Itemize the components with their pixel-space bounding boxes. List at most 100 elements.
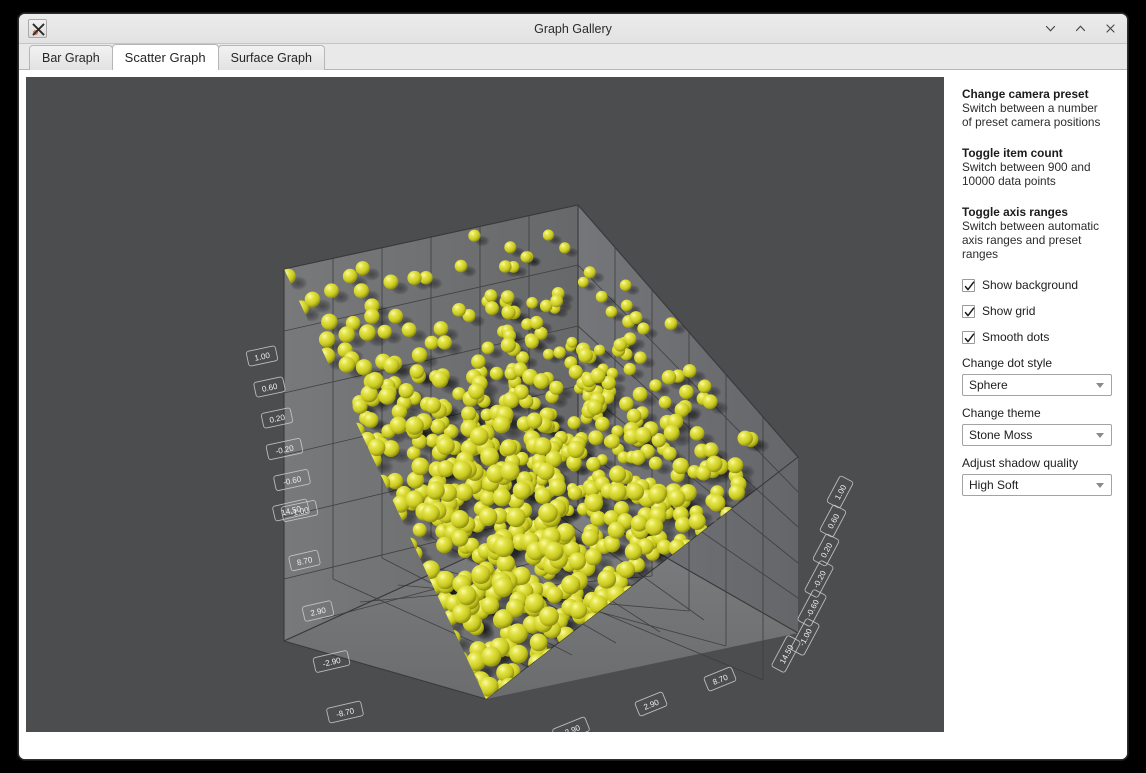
scatter-dot (388, 308, 404, 324)
scatter-3d-plot[interactable]: 1.00 0.60 0.20 -0.20 -0.60 -1.00 1.00 0.60 0.20… (26, 77, 944, 732)
scatter-dot (648, 485, 667, 504)
scatter-dot (437, 335, 453, 350)
scatter-dot (424, 335, 439, 350)
scatter-dot (481, 646, 502, 667)
scatter-dot (492, 415, 511, 434)
scatter-dot (623, 362, 636, 376)
scatter-dot (566, 336, 578, 348)
scatter-dot (462, 309, 476, 323)
scatter-dot (649, 379, 662, 392)
scatter-dot (405, 416, 424, 435)
scatter-dot (601, 375, 616, 391)
checkmark-icon[interactable] (962, 278, 975, 292)
scatter-dot (708, 494, 726, 512)
scatter-dot (702, 394, 718, 410)
tab-surface-graph[interactable]: Surface Graph (217, 45, 325, 70)
scatter-dot (431, 371, 449, 388)
scatter-dot (539, 299, 553, 313)
select-theme[interactable]: Stone Moss (962, 424, 1112, 446)
scatter-dot (493, 609, 513, 629)
select-dot-style[interactable]: Sphere (962, 374, 1112, 396)
scatter-dot (584, 548, 602, 566)
scatter-dot (489, 366, 504, 381)
label-change-theme: Change theme (962, 406, 1041, 420)
scatter-dot (506, 507, 526, 528)
scatter-dot (695, 465, 712, 481)
scatter-dot (368, 438, 386, 457)
application-window: Graph Gallery Bar Graph Scatter Graph Su… (18, 13, 1128, 760)
scatter-dot (542, 229, 555, 241)
scatter-dot (544, 541, 564, 561)
scatter-dot (471, 354, 486, 369)
tab-bar-graph[interactable]: Bar Graph (29, 45, 113, 70)
checkbox-show-background[interactable]: Show background (962, 278, 1120, 292)
select-shadow-quality-value: High Soft (969, 478, 1019, 492)
scatter-dot (359, 324, 376, 341)
scatter-dot (366, 372, 384, 390)
checkmark-icon[interactable] (962, 304, 975, 318)
scatter-dot (581, 529, 599, 547)
z-axis-tick-labels: 14.508.702.90-2.90-8.70-14.50 (272, 498, 364, 724)
scatter-dot (470, 427, 489, 446)
scatter-dot (626, 408, 642, 424)
minimize-button[interactable] (1043, 22, 1057, 36)
scatter-dot (603, 536, 621, 553)
scatter-dot (705, 455, 723, 473)
scatter-dot (452, 604, 472, 624)
scatter-dot (321, 313, 338, 330)
scatter-dot (526, 297, 538, 309)
tab-scatter-graph[interactable]: Scatter Graph (111, 44, 219, 70)
close-button[interactable] (1103, 22, 1117, 36)
select-shadow-quality[interactable]: High Soft (962, 474, 1112, 496)
scatter-dot (728, 484, 745, 501)
scatter-dot (667, 489, 686, 508)
scatter-dot (566, 454, 582, 471)
scatter-dot (464, 537, 480, 553)
scatter-dot (737, 430, 753, 446)
maximize-button[interactable] (1073, 22, 1087, 36)
scatter-dot (586, 456, 601, 472)
scatter-dot (411, 457, 430, 476)
scatter-dot (478, 507, 498, 527)
scatter-dot (553, 346, 566, 359)
svg-text:-0.20: -0.20 (275, 443, 295, 456)
scatter-dot (452, 303, 466, 317)
scatter-dot (537, 462, 555, 481)
scatter-dot (534, 326, 548, 340)
axis-tick-label: 2.90 (301, 600, 335, 622)
svg-text:2.90: 2.90 (310, 606, 328, 618)
scatter-dot (605, 306, 618, 318)
scatter-dot (590, 368, 606, 384)
scatter-dot (496, 663, 515, 682)
scatter-dot (480, 596, 500, 615)
checkbox-show-grid[interactable]: Show grid (962, 304, 1120, 318)
scatter-dot (727, 457, 744, 474)
scatter-dot (584, 493, 604, 512)
scatter-dot (546, 586, 563, 604)
axis-tick-label: -2.90 (312, 650, 351, 673)
scatter-dot (617, 561, 635, 579)
x11-app-icon (28, 19, 47, 38)
scatter-dot (478, 676, 499, 697)
scatter-dot (630, 514, 648, 532)
scatter-dot (703, 442, 719, 458)
scatter-dot (436, 436, 455, 456)
checkmark-icon[interactable] (962, 330, 975, 344)
scatter-dot (304, 291, 321, 308)
scatter-dot (493, 536, 515, 558)
scatter-3d-canvas[interactable]: 1.000.600.20-0.20-0.60-1.00 1.000.600.20… (26, 77, 944, 732)
scatter-dot (360, 385, 378, 403)
window-titlebar[interactable]: Graph Gallery (19, 14, 1127, 44)
scatter-dot (481, 341, 495, 355)
scatter-dot (500, 461, 520, 481)
checkbox-smooth-dots[interactable]: Smooth dots (962, 330, 1120, 344)
scatter-dot (679, 384, 694, 400)
scatter-dot (620, 299, 633, 312)
scatter-dot (412, 522, 427, 537)
scatter-dot (569, 601, 588, 619)
scatter-dot (661, 370, 677, 385)
help-desc: Switch between 900 and 10000 data points (962, 160, 1091, 188)
scatter-dot (658, 395, 672, 409)
scatter-dot (520, 251, 532, 263)
scatter-dot (588, 430, 604, 446)
